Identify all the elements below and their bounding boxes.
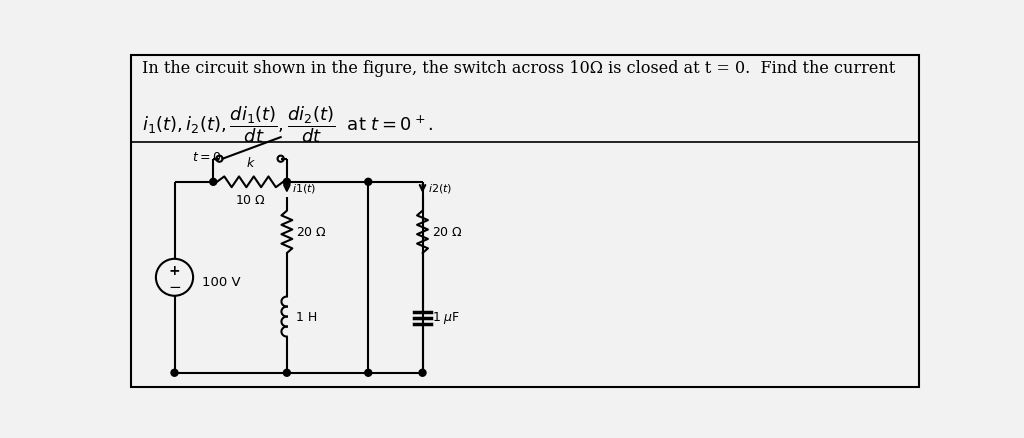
Text: $i1(t)$: $i1(t)$ bbox=[292, 182, 316, 195]
Text: 1 H: 1 H bbox=[296, 311, 317, 323]
Circle shape bbox=[284, 370, 291, 376]
Text: −: − bbox=[168, 279, 181, 294]
Circle shape bbox=[171, 370, 178, 376]
Text: 100 V: 100 V bbox=[202, 275, 241, 288]
Circle shape bbox=[365, 370, 372, 376]
Circle shape bbox=[365, 179, 372, 186]
Circle shape bbox=[210, 179, 217, 186]
Circle shape bbox=[419, 370, 426, 376]
Text: k: k bbox=[247, 157, 254, 170]
Text: 1 $\mu$F: 1 $\mu$F bbox=[432, 309, 460, 325]
Text: 20 $\Omega$: 20 $\Omega$ bbox=[432, 226, 463, 239]
Text: 20 $\Omega$: 20 $\Omega$ bbox=[296, 226, 328, 239]
Circle shape bbox=[284, 179, 291, 186]
Text: 10 $\Omega$: 10 $\Omega$ bbox=[234, 193, 265, 206]
Text: $t=0$: $t=0$ bbox=[191, 151, 221, 163]
Text: In the circuit shown in the figure, the switch across 10Ω is closed at t = 0.  F: In the circuit shown in the figure, the … bbox=[142, 60, 895, 77]
Text: $i_1(t), i_2(t),\dfrac{di_1(t)}{dt},\dfrac{di_2(t)}{dt}$  at $t = 0^+$.: $i_1(t), i_2(t),\dfrac{di_1(t)}{dt},\dfr… bbox=[142, 104, 433, 145]
Text: +: + bbox=[169, 263, 180, 277]
Text: $i2(t)$: $i2(t)$ bbox=[428, 182, 453, 195]
